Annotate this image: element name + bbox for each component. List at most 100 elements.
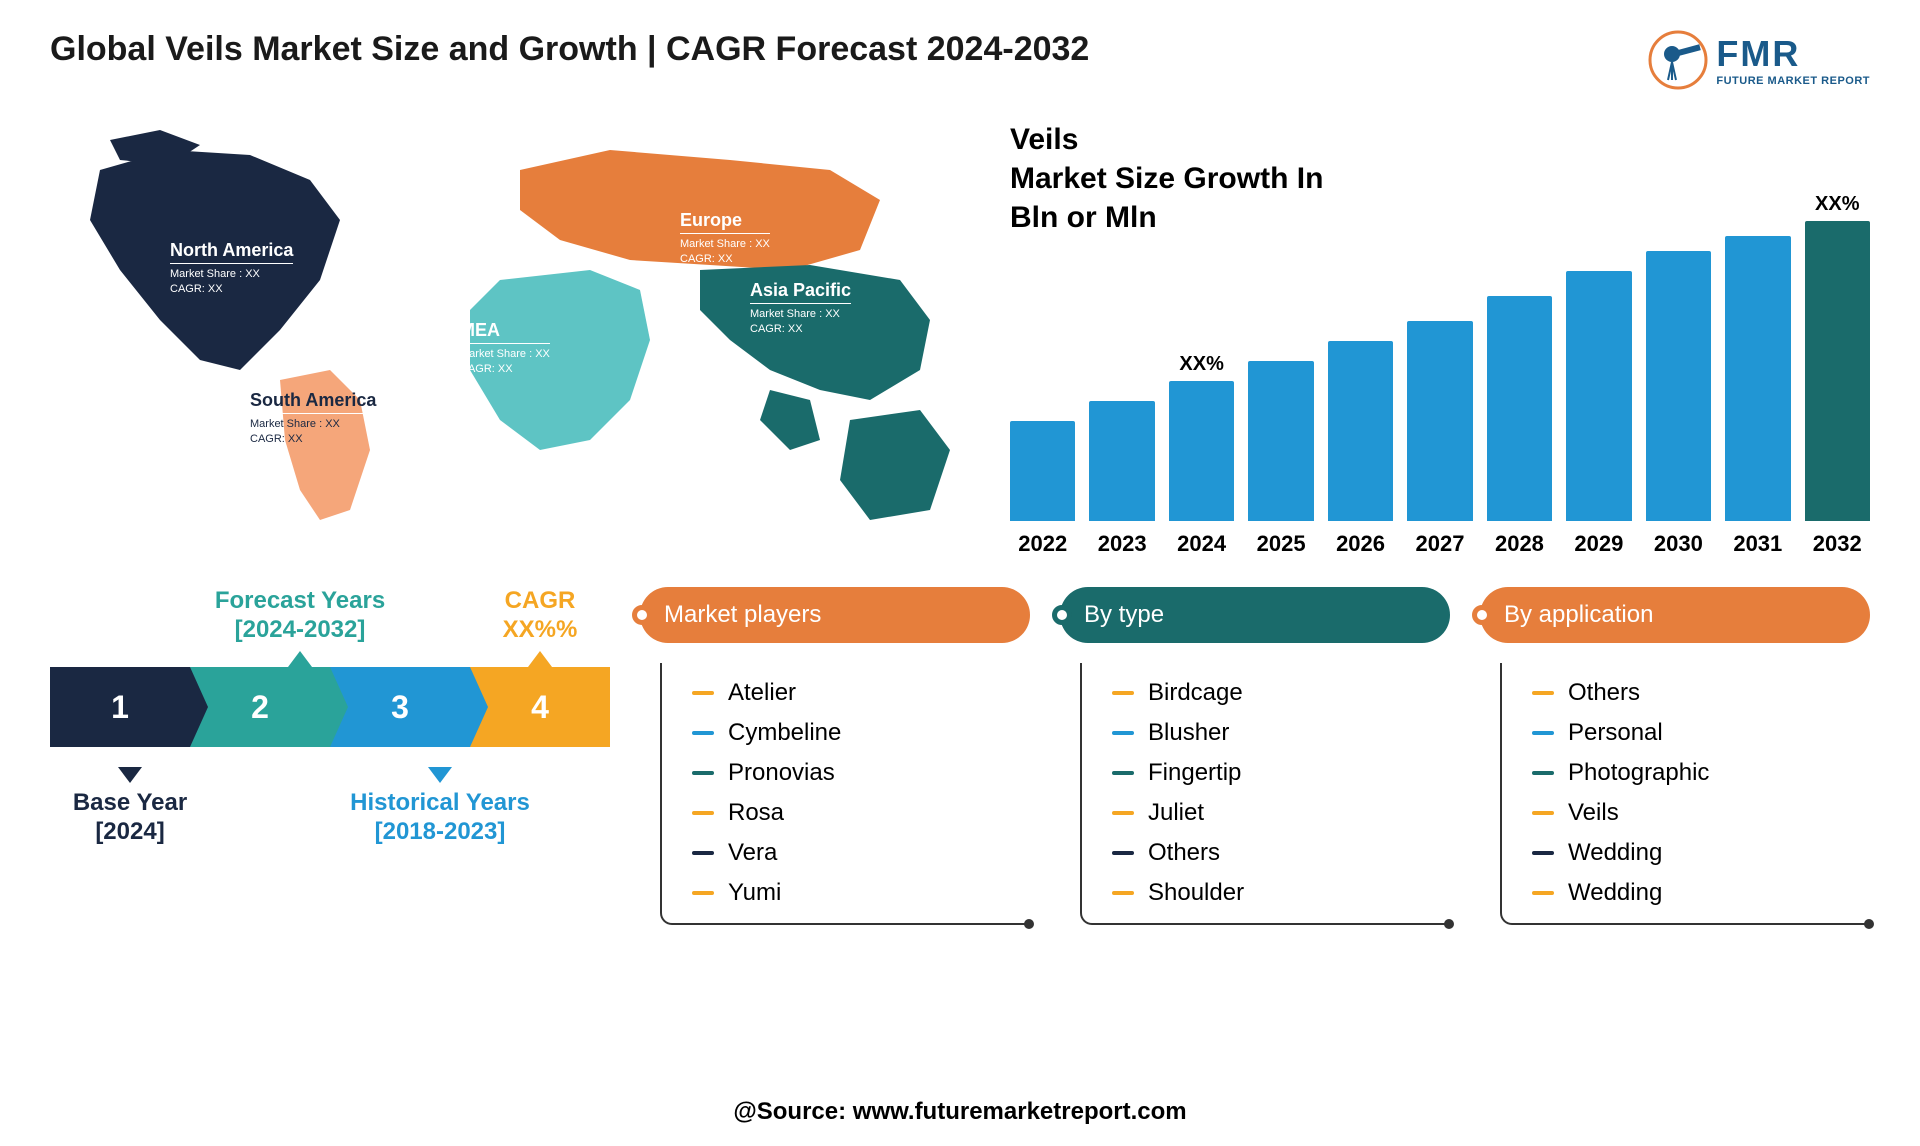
- category-item: Wedding: [1532, 873, 1870, 913]
- category-item-label: Photographic: [1568, 759, 1709, 787]
- bar-wrapper: XX% 2032: [1805, 221, 1870, 557]
- bar-wrapper: 2031: [1725, 236, 1790, 557]
- category-column: By type Birdcage Blusher Fingertip Julie…: [1060, 587, 1450, 925]
- chart-title-line3: Bln or Mln: [1010, 198, 1870, 237]
- bar-year-label: 2025: [1257, 531, 1306, 557]
- timeline-bar: 1 2 3 4: [50, 667, 610, 747]
- bar-year-label: 2031: [1733, 531, 1782, 557]
- bar-year-label: 2028: [1495, 531, 1544, 557]
- category-item: Veils: [1532, 793, 1870, 833]
- arrow-down-icon: [118, 767, 142, 783]
- region-cagr: CAGR: XX: [170, 282, 293, 297]
- chart-bar: [1487, 296, 1552, 521]
- bar-year-label: 2024: [1177, 531, 1226, 557]
- category-item-label: Others: [1568, 679, 1640, 707]
- region-share: Market Share : XX: [170, 267, 293, 282]
- category-item-label: Yumi: [728, 879, 781, 907]
- category-list: Birdcage Blusher Fingertip Juliet Others…: [1080, 663, 1450, 925]
- tick-icon: [1112, 811, 1134, 815]
- category-header: By type: [1060, 587, 1450, 643]
- bar-wrapper: XX% 2024: [1169, 381, 1234, 557]
- category-item: Cymbeline: [692, 713, 1030, 753]
- region-cagr: CAGR: XX: [750, 322, 851, 337]
- fmr-logo: FMR FUTURE MARKET REPORT: [1648, 30, 1870, 90]
- bar-wrapper: 2030: [1646, 251, 1711, 557]
- category-item-label: Shoulder: [1148, 879, 1244, 907]
- tick-icon: [1112, 891, 1134, 895]
- tick-icon: [1112, 731, 1134, 735]
- bar-annotation: XX%: [1179, 353, 1223, 376]
- category-section: Market players Atelier Cymbeline Pronovi…: [640, 587, 1870, 925]
- tick-icon: [692, 771, 714, 775]
- category-item-label: Atelier: [728, 679, 796, 707]
- telescope-icon: [1648, 30, 1708, 90]
- tick-icon: [1112, 691, 1134, 695]
- category-item: Birdcage: [1112, 673, 1450, 713]
- category-item-label: Veils: [1568, 799, 1619, 827]
- chart-bar: [1407, 321, 1472, 521]
- tick-icon: [692, 811, 714, 815]
- chart-bar: XX%: [1169, 381, 1234, 521]
- bar-year-label: 2026: [1336, 531, 1385, 557]
- chart-bar: [1089, 401, 1154, 521]
- map-region-label: South America Market Share : XX CAGR: XX: [250, 390, 376, 448]
- category-item-label: Wedding: [1568, 879, 1662, 907]
- cagr-label: CAGR XX%%: [470, 587, 610, 667]
- tick-icon: [1532, 851, 1554, 855]
- category-list: Others Personal Photographic Veils Weddi…: [1500, 663, 1870, 925]
- bar-year-label: 2023: [1098, 531, 1147, 557]
- region-name: North America: [170, 240, 293, 264]
- region-name: South America: [250, 390, 376, 414]
- region-cagr: CAGR: XX: [460, 362, 550, 377]
- category-item-label: Personal: [1568, 719, 1663, 747]
- tick-icon: [692, 851, 714, 855]
- category-item: Photographic: [1532, 753, 1870, 793]
- tick-icon: [1532, 731, 1554, 735]
- tick-icon: [1532, 811, 1554, 815]
- map-region-label: Europe Market Share : XX CAGR: XX: [680, 210, 770, 268]
- category-item: Fingertip: [1112, 753, 1450, 793]
- bar-year-label: 2030: [1654, 531, 1703, 557]
- chart-bar: [1646, 251, 1711, 521]
- base-year-label: Base Year [2024]: [50, 767, 210, 847]
- chart-bar: [1328, 341, 1393, 521]
- chart-bar: [1010, 421, 1075, 521]
- timeline: Forecast Years [2024-2032] CAGR XX%% 1 2…: [50, 587, 610, 857]
- region-name: MEA: [460, 320, 550, 344]
- arrow-up-icon: [288, 651, 312, 667]
- world-map: North America Market Share : XX CAGR: XX…: [50, 110, 970, 530]
- chart-title-line2: Market Size Growth In: [1010, 159, 1870, 198]
- tick-icon: [692, 731, 714, 735]
- tick-icon: [692, 891, 714, 895]
- category-item: Rosa: [692, 793, 1030, 833]
- category-item: Vera: [692, 833, 1030, 873]
- bar-annotation: XX%: [1815, 193, 1859, 216]
- category-item: Shoulder: [1112, 873, 1450, 913]
- bar-wrapper: 2025: [1248, 361, 1313, 557]
- tick-icon: [1532, 891, 1554, 895]
- bar-wrapper: 2029: [1566, 271, 1631, 557]
- category-item-label: Wedding: [1568, 839, 1662, 867]
- bar-wrapper: 2027: [1407, 321, 1472, 557]
- category-item: Blusher: [1112, 713, 1450, 753]
- bar-wrapper: 2028: [1487, 296, 1552, 557]
- tick-icon: [1112, 771, 1134, 775]
- region-share: Market Share : XX: [250, 417, 376, 432]
- dot-icon: [1472, 605, 1492, 625]
- category-item-label: Others: [1148, 839, 1220, 867]
- category-item: Personal: [1532, 713, 1870, 753]
- bar-year-label: 2029: [1574, 531, 1623, 557]
- chart-title-line1: Veils: [1010, 120, 1870, 159]
- category-item-label: Fingertip: [1148, 759, 1241, 787]
- timeline-seg-2: 2: [190, 667, 330, 747]
- tick-icon: [1112, 851, 1134, 855]
- region-share: Market Share : XX: [750, 307, 851, 322]
- map-region-label: MEA Market Share : XX CAGR: XX: [460, 320, 550, 378]
- logo-text-sub: FUTURE MARKET REPORT: [1716, 75, 1870, 87]
- region-share: Market Share : XX: [460, 347, 550, 362]
- timeline-seg-4: 4: [470, 667, 610, 747]
- category-header-label: By type: [1084, 601, 1164, 629]
- category-header-label: Market players: [664, 601, 821, 629]
- category-item-label: Blusher: [1148, 719, 1229, 747]
- bottom-row: Forecast Years [2024-2032] CAGR XX%% 1 2…: [50, 587, 1870, 925]
